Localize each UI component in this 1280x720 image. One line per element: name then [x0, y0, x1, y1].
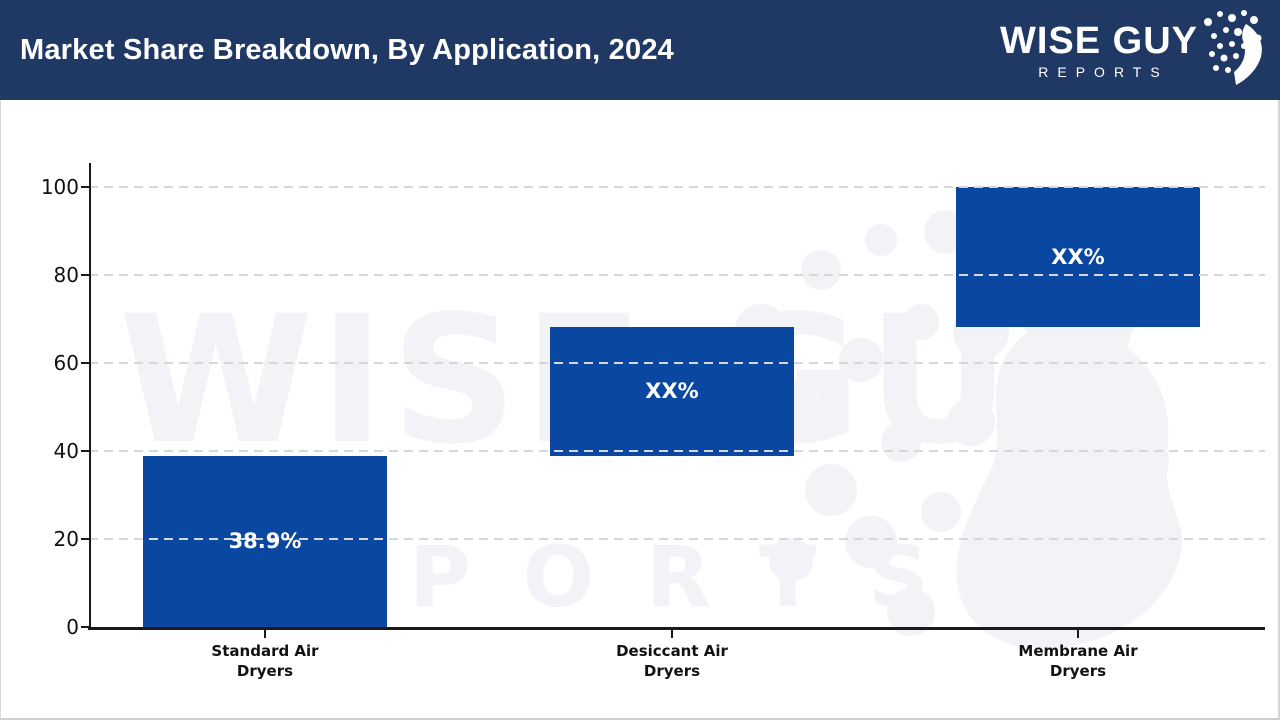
bar-standard-air-dryers [143, 455, 387, 627]
wiseguy-face-icon [1200, 6, 1266, 94]
y-axis-line [89, 163, 91, 627]
y-tick-mark [81, 626, 89, 628]
y-tick-label: 0 [66, 615, 79, 639]
gridline-y80 [89, 274, 1265, 276]
wiseguy-logo: WISE GUY REPORTS [1000, 6, 1266, 94]
bar-value-label: XX% [1051, 244, 1105, 269]
y-tick-label: 80 [53, 263, 79, 287]
y-tick-label: 60 [53, 351, 79, 375]
bar-desiccant-air-dryers [550, 326, 794, 456]
chart-title: Market Share Breakdown, By Application, … [20, 33, 674, 66]
y-tick-mark [81, 362, 89, 364]
gridline-y40 [89, 450, 1265, 452]
x-axis-line [88, 627, 1265, 630]
chart-area: WISE GUY REPORTS 38.9% XX% XX% 0 20 40 60 80 100… [0, 100, 1280, 720]
x-category-label: Desiccant Air Dryers [616, 642, 728, 681]
y-tick-label: 100 [40, 175, 79, 199]
y-tick-mark [81, 538, 89, 540]
y-tick-mark [81, 186, 89, 188]
x-category-label: Membrane Air Dryers [1018, 642, 1138, 681]
gridline-y20 [89, 538, 1265, 540]
wiseguy-logo-text: WISE GUY REPORTS [1000, 22, 1198, 79]
header-bar: Market Share Breakdown, By Application, … [0, 0, 1280, 100]
bar-membrane-air-dryers [956, 187, 1200, 327]
logo-wordmark: WISE GUY [999, 19, 1198, 62]
bar-value-label: XX% [645, 379, 699, 404]
y-tick-mark [81, 450, 89, 452]
y-tick-mark [81, 274, 89, 276]
y-tick-label: 40 [53, 439, 79, 463]
x-tick-mark [671, 630, 673, 638]
y-tick-label: 20 [53, 527, 79, 551]
logo-subtitle: REPORTS [1038, 63, 1169, 80]
gridline-y60 [89, 362, 1265, 364]
bar-value-label: 38.9% [228, 529, 302, 554]
gridline-y100 [89, 186, 1265, 188]
x-tick-mark [1077, 630, 1079, 638]
x-tick-mark [264, 630, 266, 638]
x-category-label: Standard Air Dryers [211, 642, 319, 681]
